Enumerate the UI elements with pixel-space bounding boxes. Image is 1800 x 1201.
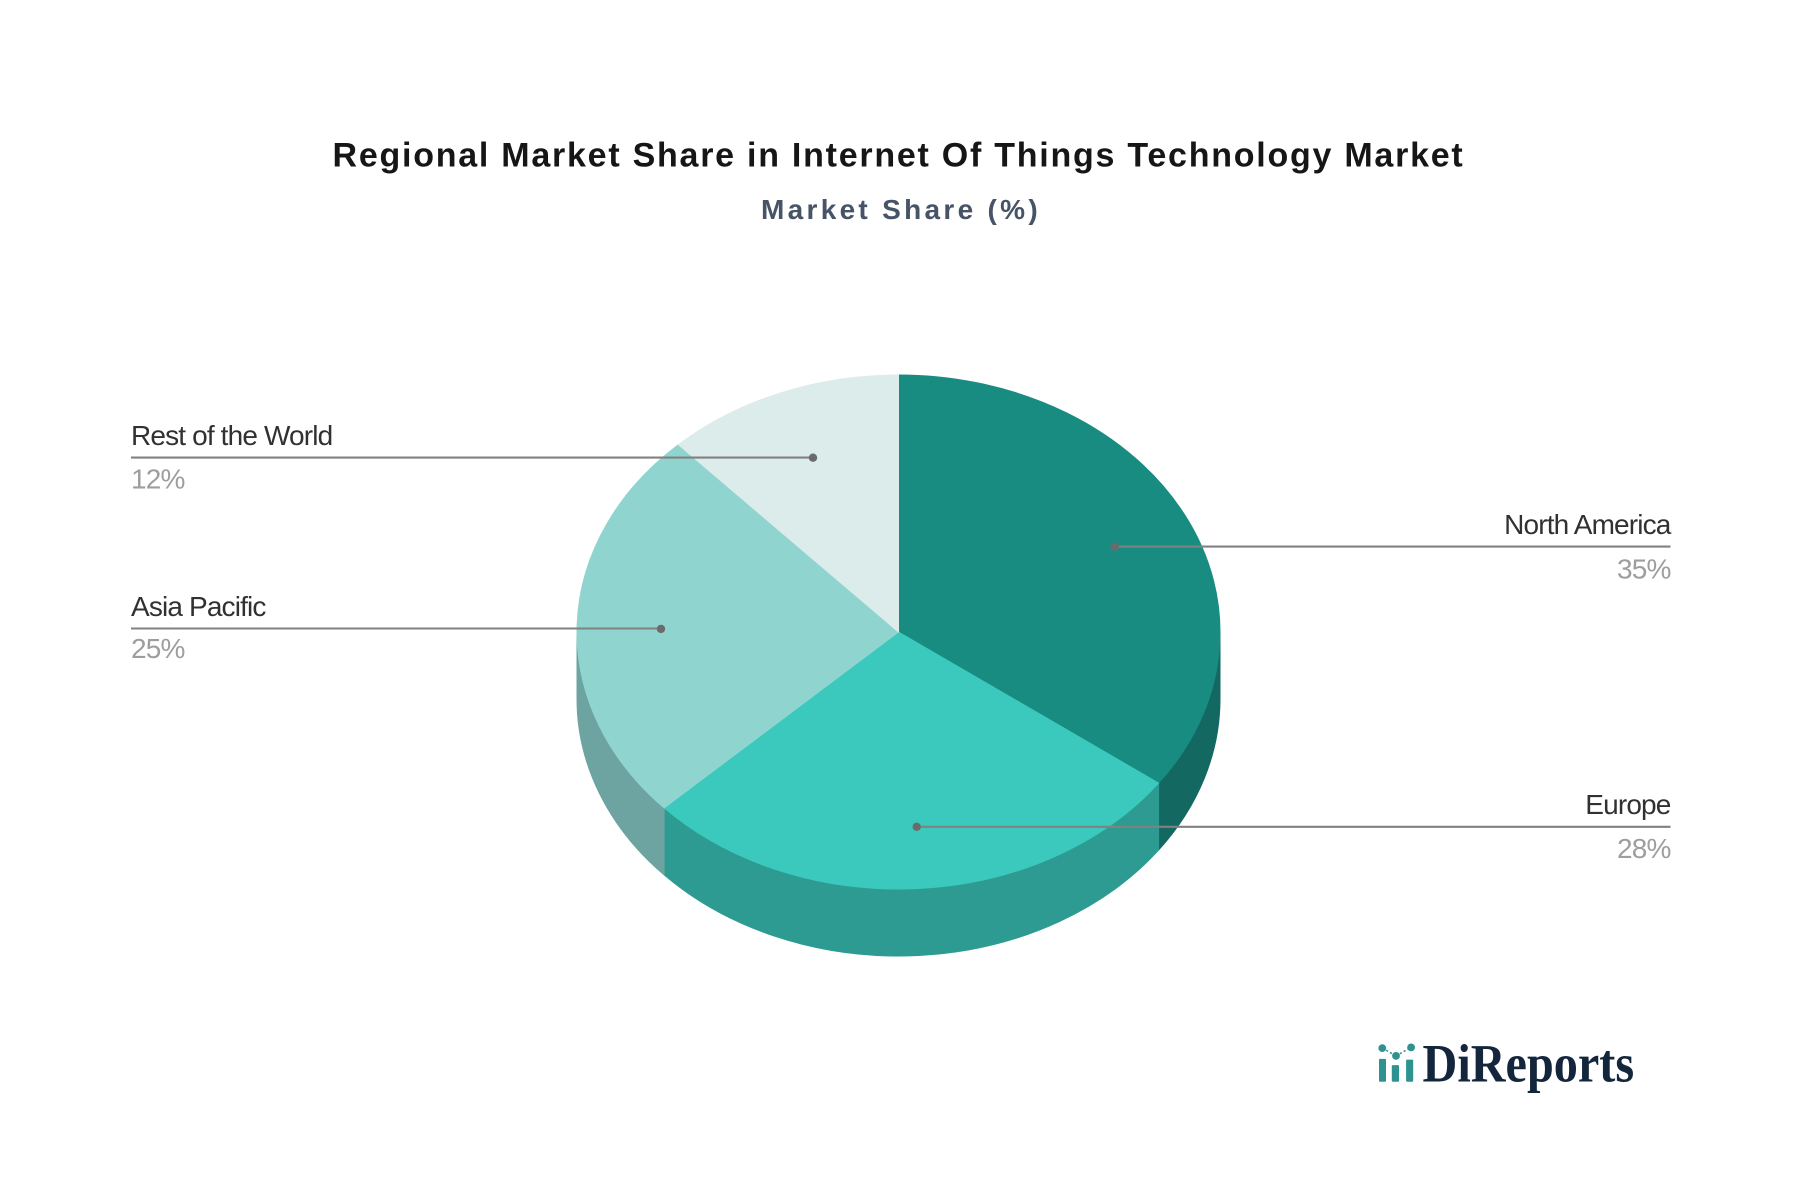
svg-text:North America: North America xyxy=(1504,509,1672,540)
svg-text:12%: 12% xyxy=(131,464,185,495)
svg-text:Asia Pacific: Asia Pacific xyxy=(131,591,266,622)
svg-text:Rest of the World: Rest of the World xyxy=(131,420,332,451)
svg-text:Market Share (%): Market Share (%) xyxy=(761,194,1041,225)
svg-text:35%: 35% xyxy=(1617,553,1671,584)
svg-text:28%: 28% xyxy=(1617,833,1671,864)
svg-text:25%: 25% xyxy=(131,633,185,664)
svg-text:Regional Market Share in Inter: Regional Market Share in Internet Of Thi… xyxy=(333,137,1465,175)
svg-text:DiReports: DiReports xyxy=(1423,1034,1635,1094)
svg-text:Europe: Europe xyxy=(1585,789,1670,820)
